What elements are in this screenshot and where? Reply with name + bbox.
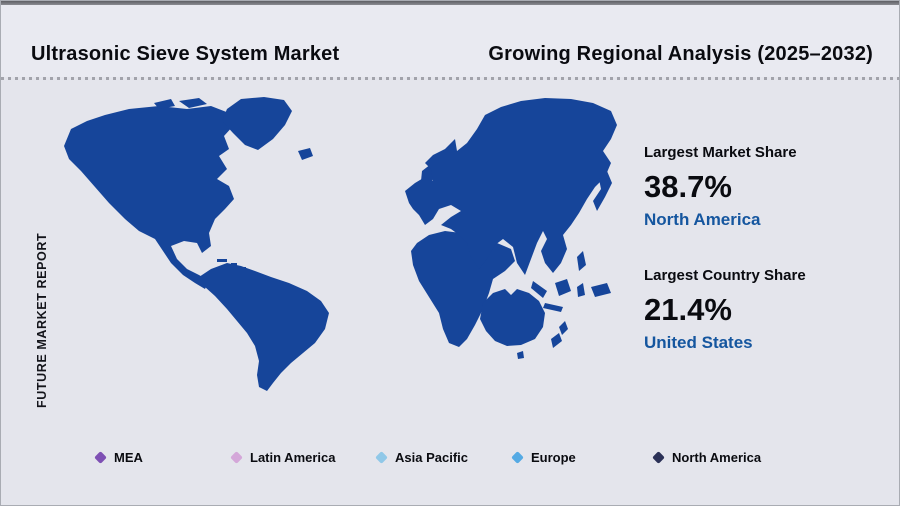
stat-largest-market-share: Largest Market Share 38.7% North America bbox=[644, 144, 884, 230]
legend-item-europe: Europe bbox=[511, 448, 576, 466]
philippines bbox=[577, 251, 586, 271]
stat-region: North America bbox=[644, 210, 761, 229]
stat-label: Largest Country Share bbox=[644, 267, 806, 284]
legend: MEA Latin America Asia Pacific Europe No… bbox=[1, 448, 899, 468]
legend-label: Europe bbox=[531, 449, 576, 465]
stat-value: 38.7% bbox=[644, 169, 732, 204]
new-guinea bbox=[591, 283, 611, 297]
iceland bbox=[298, 148, 313, 160]
legend-item-mea: MEA bbox=[94, 448, 143, 466]
header-band bbox=[1, 5, 899, 77]
tasmania bbox=[517, 351, 524, 359]
continent-africa bbox=[411, 231, 515, 347]
legend-dot-asia-pacific bbox=[375, 450, 388, 464]
regional-analysis-title: Growing Regional Analysis (2025–2032) bbox=[488, 43, 873, 65]
borneo bbox=[555, 279, 571, 296]
stat-value: 21.4% bbox=[644, 292, 732, 327]
continent-north-america bbox=[64, 106, 234, 289]
legend-label: Asia Pacific bbox=[395, 449, 468, 465]
window-top-edge bbox=[1, 1, 899, 5]
sulawesi bbox=[577, 283, 585, 297]
japan bbox=[593, 171, 612, 211]
stat-region: United States bbox=[644, 333, 753, 352]
sumatra bbox=[531, 281, 547, 298]
world-map-landmass bbox=[64, 97, 617, 391]
market-title: Ultrasonic Sieve System Market bbox=[31, 43, 340, 65]
legend-item-asia-pacific: Asia Pacific bbox=[375, 448, 468, 466]
legend-label: Latin America bbox=[250, 449, 336, 465]
legend-dot-mea bbox=[94, 450, 107, 464]
continent-eurasia bbox=[405, 98, 617, 275]
greenland bbox=[222, 97, 292, 150]
legend-dot-latin-america bbox=[230, 450, 243, 464]
stats-panel: Largest Market Share 38.7% North America… bbox=[644, 144, 884, 390]
australia bbox=[480, 289, 545, 346]
legend-item-north-america: North America bbox=[652, 448, 762, 466]
stat-label: Largest Market Share bbox=[644, 144, 797, 161]
legend-label: North America bbox=[672, 449, 762, 465]
legend-item-latin-america: Latin America bbox=[230, 448, 336, 466]
legend-dot-europe bbox=[511, 450, 524, 464]
stat-largest-country-share: Largest Country Share 21.4% United State… bbox=[644, 267, 884, 353]
legend-dot-north-america bbox=[652, 450, 665, 464]
arctic-islands bbox=[154, 98, 207, 109]
java bbox=[543, 303, 563, 312]
world-map bbox=[64, 97, 617, 391]
new-zealand bbox=[551, 321, 568, 348]
dotted-separator bbox=[1, 77, 899, 80]
legend-label: MEA bbox=[114, 449, 143, 465]
brand-watermark: FUTURE MARKET REPORT bbox=[35, 232, 49, 408]
continent-south-america bbox=[199, 263, 329, 391]
